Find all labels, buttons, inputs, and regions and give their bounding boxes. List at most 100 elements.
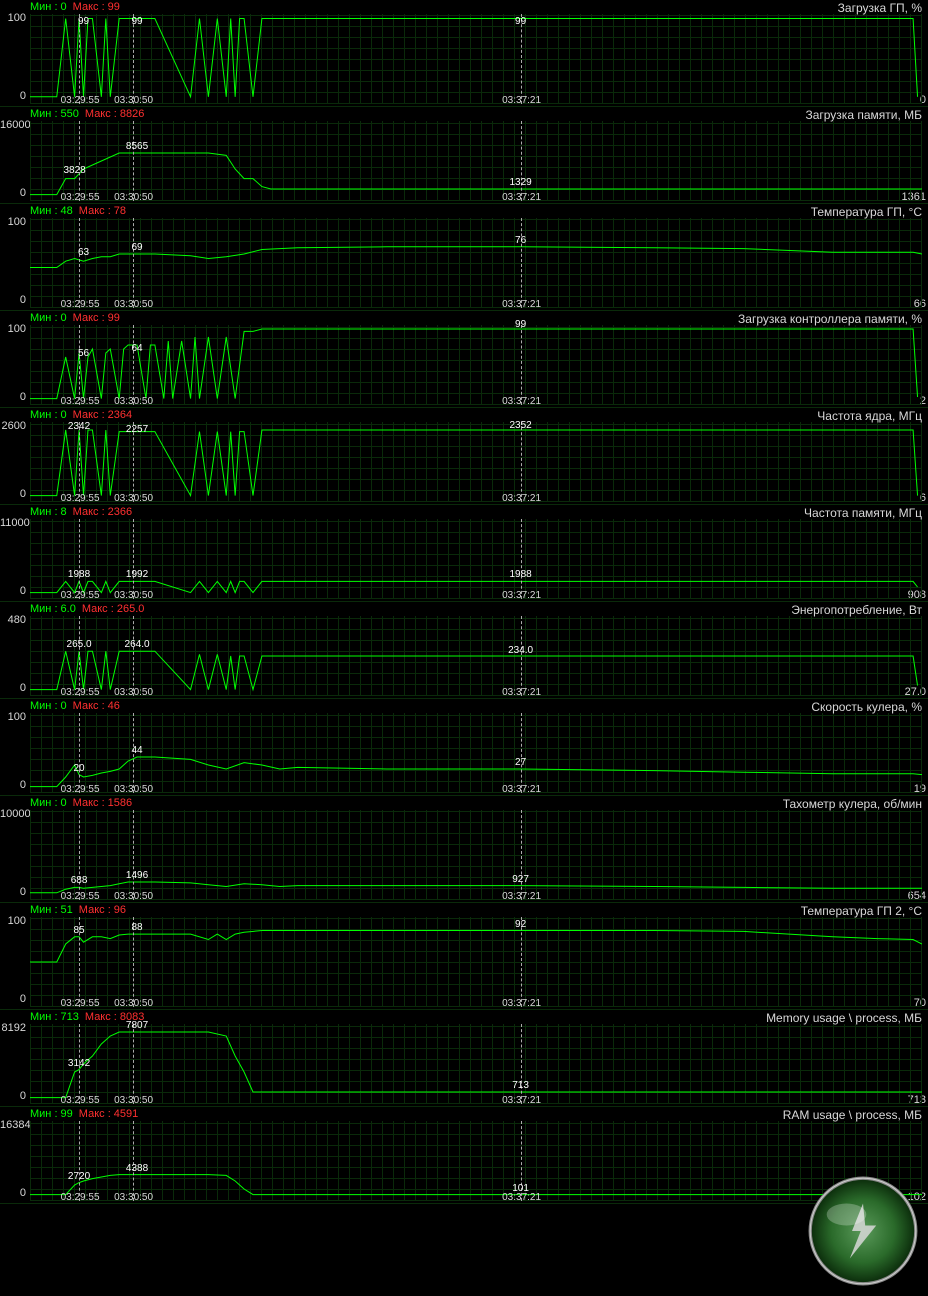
chart-header: Мин : 0Макс : 1586 Тахометр кулера, об/ми… <box>0 796 928 811</box>
time-marker-label: 03:30:50 <box>114 590 153 601</box>
chart-title: RAM usage \ process, МБ <box>783 1108 922 1122</box>
time-marker-label: 03:37:21 <box>502 1192 541 1203</box>
chart-2: Мин : 48Макс : 78Температура ГП, °C10006… <box>0 204 928 311</box>
chart-container: Мин : 0Макс : 99Загрузка ГП, %1000003:29… <box>0 0 928 1296</box>
data-point: 85 <box>73 925 84 936</box>
plot-area: 03:29:5503:30:5003:37:21382885651329 <box>30 121 922 201</box>
min-label: Мин : 713 <box>30 1011 79 1025</box>
chart-title: Скорость кулера, % <box>811 700 922 714</box>
data-point: 56 <box>78 348 89 359</box>
min-max: Мин : 8Макс : 2366 <box>30 506 132 520</box>
max-label: Макс : 2364 <box>73 409 132 423</box>
max-label: Макс : 78 <box>79 205 126 219</box>
time-marker: 03:37:21 <box>521 1024 522 1104</box>
time-marker-label: 03:37:21 <box>502 1095 541 1106</box>
chart-header: Мин : 8Макс : 2366Частота памяти, МГц <box>0 505 928 520</box>
max-label: Макс : 4591 <box>79 1108 138 1122</box>
time-marker-label: 03:37:21 <box>502 590 541 601</box>
time-marker-label: 03:37:21 <box>502 784 541 795</box>
time-marker-label: 03:37:21 <box>502 396 541 407</box>
chart-title: Загрузка контроллера памяти, % <box>738 312 922 326</box>
time-marker: 03:37:21 <box>521 519 522 599</box>
chart-3: Мин : 0Макс : 99 Загрузка контроллера пам… <box>0 311 928 408</box>
y-bot: 0 <box>0 886 26 898</box>
time-marker-label: 03:30:50 <box>114 1192 153 1203</box>
time-marker-label: 03:37:21 <box>502 493 541 504</box>
chart-title: Memory usage \ process, МБ <box>766 1011 922 1025</box>
data-point: 1496 <box>126 870 148 881</box>
time-marker: 03:37:21 <box>521 810 522 900</box>
trace <box>30 917 922 1007</box>
max-label: Макс : 265.0 <box>82 603 145 617</box>
time-marker-label: 03:30:50 <box>114 891 153 902</box>
trace <box>30 14 922 104</box>
min-max: Мин : 713 Макс : 8083 <box>30 1011 144 1025</box>
chart-title: Загрузка памяти, МБ <box>805 108 922 122</box>
data-point: 1329 <box>509 177 531 188</box>
min-max: Мин : 0Макс : 99 <box>30 312 120 326</box>
plot-area: 03:29:5503:30:5003:37:21566499 <box>30 325 922 405</box>
time-marker: 03:29:55 <box>79 325 80 405</box>
y-axis: 1000 <box>0 903 28 1009</box>
chart-10: Мин : 713 Макс : 8083 Memory usage \ proce… <box>0 1010 928 1107</box>
chart-header: Мин : 99Макс : 4591 RAM usage \ process, … <box>0 1107 928 1122</box>
time-marker-label: 03:37:21 <box>502 299 541 310</box>
max-label: Макс : 46 <box>73 700 120 714</box>
min-label: Мин : 0 <box>30 1 67 15</box>
time-marker-label: 03:37:21 <box>502 891 541 902</box>
time-marker: 03:29:55 <box>79 519 80 599</box>
time-marker-label: 03:29:55 <box>61 590 100 601</box>
plot-area: 03:29:5503:30:5003:37:2131427807713 <box>30 1024 922 1104</box>
y-axis: 100000 <box>0 796 28 902</box>
data-point: 92 <box>515 919 526 930</box>
min-label: Мин : 6.0 <box>30 603 76 617</box>
min-max: Мин : 99Макс : 4591 <box>30 1108 138 1122</box>
chart-header: Мин : 0Макс : 2364Частота ядра, МГц <box>0 408 928 423</box>
time-marker: 03:29:55 <box>79 14 80 104</box>
trace <box>30 121 922 201</box>
time-marker-label: 03:30:50 <box>114 493 153 504</box>
trace <box>30 1121 922 1201</box>
min-max: Мин : 550Макс : 8826 <box>30 108 144 122</box>
data-point: 927 <box>512 874 529 885</box>
data-point: 101 <box>512 1183 529 1194</box>
plot-area: 03:29:5503:30:5003:37:216881496927 <box>30 810 922 900</box>
time-marker-label: 03:29:55 <box>61 192 100 203</box>
time-marker-label: 03:30:50 <box>114 687 153 698</box>
chart-header: Мин : 6.0Макс : 265.0Энергопотребление, … <box>0 602 928 617</box>
data-point: 64 <box>131 343 142 354</box>
y-bot: 0 <box>0 585 26 597</box>
data-point: 3828 <box>63 165 85 176</box>
y-bot: 0 <box>0 294 26 306</box>
plot-area: 03:29:5503:30:5003:37:2127204388101 <box>30 1121 922 1201</box>
time-marker-label: 03:37:21 <box>502 95 541 106</box>
min-max: Мин : 48Макс : 78 <box>30 205 126 219</box>
trace <box>30 713 922 793</box>
time-marker: 03:29:55 <box>79 810 80 900</box>
time-marker: 03:37:21 <box>521 917 522 1007</box>
plot-area: 03:29:5503:30:5003:37:21999999 <box>30 14 922 104</box>
trace <box>30 325 922 405</box>
data-point: 20 <box>73 763 84 774</box>
time-marker-label: 03:30:50 <box>114 192 153 203</box>
time-marker: 03:30:50 <box>133 14 134 104</box>
trace <box>30 1024 922 1104</box>
min-max: Мин : 51Макс : 96 <box>30 904 126 918</box>
y-axis: 1000 <box>0 0 28 106</box>
y-bot: 0 <box>0 1187 26 1199</box>
time-marker: 03:29:55 <box>79 422 80 502</box>
min-max: Мин : 0Макс : 1586 <box>30 797 132 811</box>
max-label: Макс : 99 <box>73 312 120 326</box>
max-label: Макс : 8083 <box>85 1011 144 1025</box>
time-marker: 03:37:21 <box>521 713 522 793</box>
max-label: Макс : 96 <box>79 904 126 918</box>
time-marker-label: 03:29:55 <box>61 891 100 902</box>
time-marker: 03:29:55 <box>79 1121 80 1201</box>
time-marker-label: 03:30:50 <box>114 998 153 1009</box>
data-point: 234.0 <box>508 645 533 656</box>
data-point: 99 <box>131 16 142 27</box>
min-label: Мин : 0 <box>30 409 67 423</box>
data-point: 1992 <box>126 569 148 580</box>
chart-title: Тахометр кулера, об/мин <box>783 797 922 811</box>
plot-area: 03:29:5503:30:5003:37:21234222572352 <box>30 422 922 502</box>
